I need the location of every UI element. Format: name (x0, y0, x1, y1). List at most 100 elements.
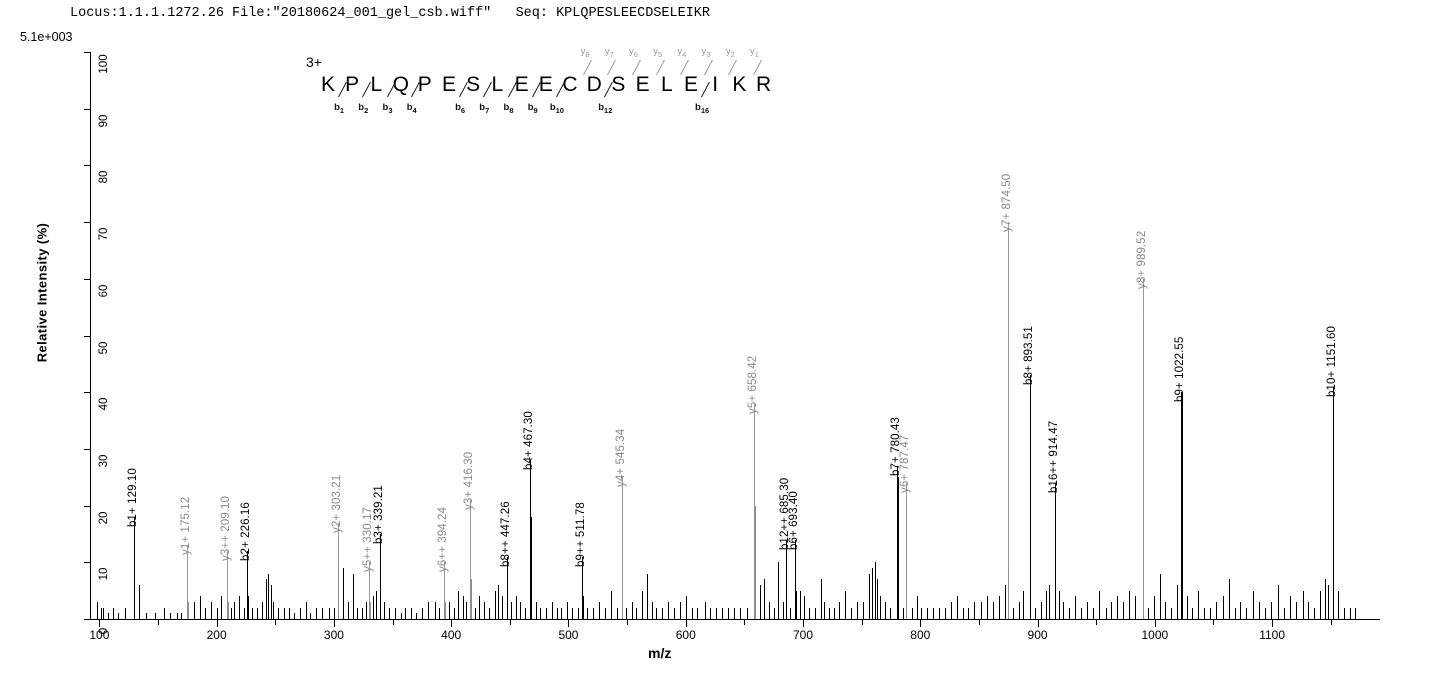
x-axis-tick-label: 900 (1027, 628, 1048, 642)
sequence-residue: L (660, 73, 673, 96)
y-axis-tick (84, 448, 90, 450)
annotated-spectrum-peak[interactable] (1332, 386, 1334, 619)
annotated-spectrum-peak[interactable] (506, 596, 508, 619)
spectrum-peak (1129, 590, 1131, 619)
spectrum-peak (107, 613, 109, 619)
x-axis-tick-label: 1100 (1259, 628, 1285, 642)
spectrum-peak (277, 607, 279, 619)
spectrum-peak (804, 596, 806, 619)
spectrum-peak (820, 579, 822, 619)
annotated-spectrum-peak[interactable] (1007, 567, 1010, 619)
spectrum-peak (851, 607, 853, 619)
spectrum-peak (348, 602, 349, 619)
x-axis-tick-label: 300 (323, 628, 344, 642)
spectrum-peak (1265, 607, 1267, 619)
x-axis-tick (1037, 620, 1039, 627)
annotated-spectrum-peak[interactable] (369, 602, 371, 619)
annotated-spectrum-peak[interactable] (795, 590, 797, 619)
spectrum-peak (1177, 584, 1179, 619)
spectrum-peak (799, 590, 801, 619)
spectrum-peak (552, 602, 554, 619)
peak-label-leader-line (337, 522, 339, 568)
y-ion-label: y2 (725, 46, 735, 59)
spectrum-peak (704, 602, 706, 619)
annotated-spectrum-peak[interactable] (444, 602, 446, 619)
b-ion-label: b8 (503, 102, 514, 115)
spectrum-peak (1153, 596, 1155, 619)
peak-label: b9+ 1022.55 (1174, 336, 1187, 403)
annotated-spectrum-peak[interactable] (133, 556, 135, 619)
spectrum-peak (885, 602, 887, 619)
spectrum-peak (256, 607, 258, 619)
annotated-spectrum-peak[interactable] (379, 579, 382, 619)
annotated-spectrum-peak[interactable] (337, 567, 340, 619)
annotated-spectrum-peak[interactable] (905, 499, 907, 619)
spectrum-peak (769, 602, 770, 619)
spectrum-peak (1198, 590, 1200, 619)
spectrum-peak (204, 607, 206, 619)
spectrum-peak (365, 602, 367, 619)
annotated-spectrum-peak[interactable] (187, 602, 189, 619)
spectrum-peak (556, 607, 558, 619)
spectrum-peak (210, 602, 212, 619)
spectrum-peak (604, 607, 606, 619)
spectrum-peak (357, 607, 359, 619)
spectrum-peak (488, 607, 490, 619)
annotated-spectrum-peak[interactable] (1181, 392, 1183, 619)
peak-label-leader-line (754, 403, 756, 506)
x-axis-tick (216, 620, 218, 627)
annotated-spectrum-peak[interactable] (754, 505, 756, 619)
annotated-spectrum-peak[interactable] (1142, 318, 1144, 619)
peak-label: b9++ 511.78 (575, 501, 588, 567)
annotated-spectrum-peak[interactable] (470, 579, 472, 619)
peak-label: y8+ 989.52 (1135, 230, 1148, 289)
spectrum-peak (642, 590, 644, 619)
spectrum-peak (856, 602, 858, 619)
annotated-spectrum-peak[interactable] (621, 488, 624, 619)
x-axis-line (90, 619, 1380, 620)
spectrum-peak (1111, 602, 1113, 619)
annotated-spectrum-peak[interactable] (530, 516, 532, 619)
spectrum-peak (733, 607, 735, 619)
x-axis-tick (333, 620, 335, 627)
spectrum-peak (525, 607, 527, 619)
spectrum-peak (97, 602, 99, 619)
spectrum-peak (453, 607, 455, 619)
spectrum-peak (1171, 607, 1173, 619)
spectrum-peak (1186, 596, 1188, 619)
spectrum-peak (759, 584, 761, 619)
spectrum-peak (1023, 590, 1025, 619)
y-axis-tick-label: 60 (98, 284, 110, 298)
sequence-residue: D (586, 73, 602, 96)
spectrum-peak (746, 607, 748, 619)
annotated-spectrum-peak[interactable] (582, 596, 584, 619)
y-axis-tick (84, 52, 90, 53)
spectrum-peak (722, 607, 724, 619)
spectrum-peak (1228, 579, 1230, 619)
spectrum-peak (466, 602, 468, 619)
spectrum-peak (427, 602, 429, 619)
spectrum-peak (448, 602, 450, 619)
spectrum-peak (587, 607, 589, 619)
spectrum-peak (651, 602, 653, 619)
peak-label: y3+ 416.30 (463, 451, 476, 510)
annotated-spectrum-peak[interactable] (227, 602, 229, 619)
spectrum-peak (691, 607, 693, 619)
y-axis-tick (84, 335, 90, 337)
annotated-spectrum-peak[interactable] (1029, 460, 1032, 619)
spectrum-peak (1246, 607, 1248, 619)
spectrum-peak (299, 607, 301, 619)
annotated-spectrum-peak[interactable] (897, 477, 899, 619)
sequence-residue: S (466, 73, 481, 96)
spectrum-peak (176, 613, 178, 619)
spectrum-peak (1075, 596, 1077, 619)
annotated-spectrum-peak[interactable] (1054, 482, 1056, 619)
spectrum-peak (1041, 602, 1043, 619)
spectrum-peak (372, 596, 374, 619)
spectrum-peak (921, 607, 923, 619)
spectrum-peak (625, 607, 627, 619)
y-axis-tick (84, 108, 90, 110)
annotated-spectrum-peak[interactable] (785, 584, 788, 619)
spectrum-plot-area[interactable]: 0 10 20 30 40 50 60 70 80 90 100 100 200 300 400 500 60… (84, 52, 1380, 642)
annotated-spectrum-peak[interactable] (247, 596, 249, 619)
